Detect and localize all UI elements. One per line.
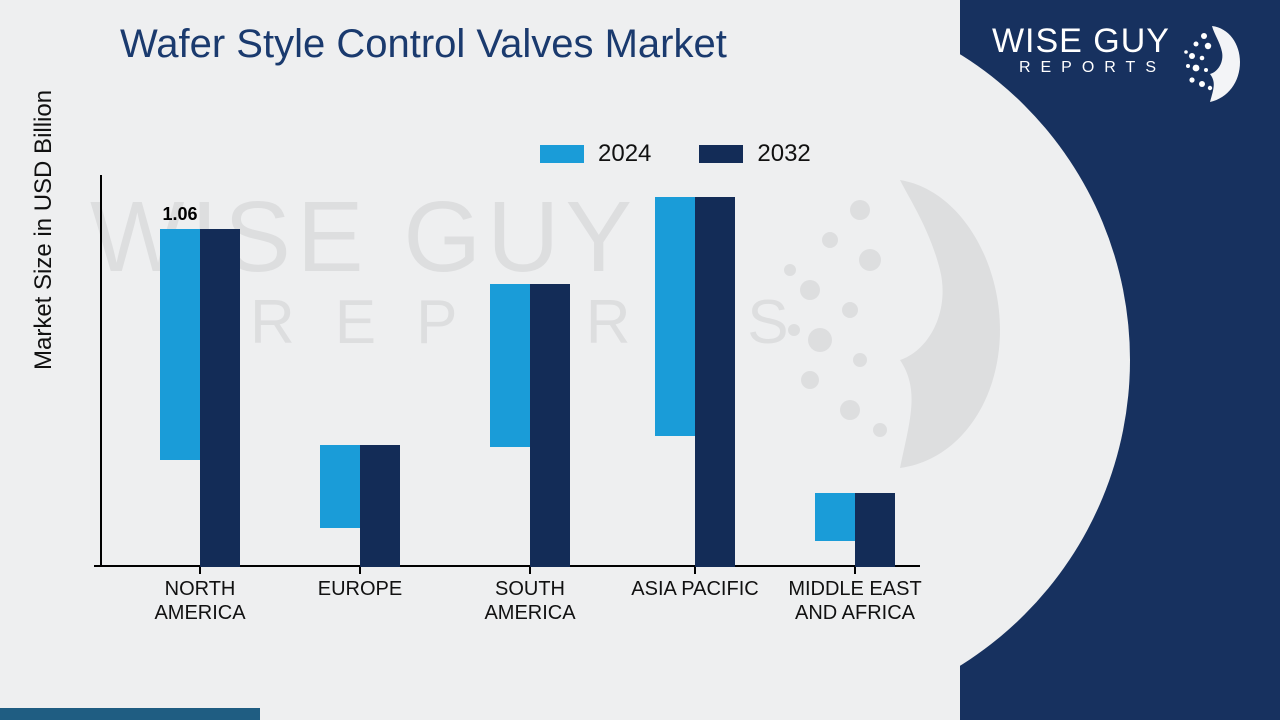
bar-group [320, 445, 400, 567]
bar-2032 [695, 197, 735, 567]
legend-swatch-2032 [699, 145, 743, 163]
bar-group: 1.06 [160, 229, 240, 567]
legend-swatch-2024 [540, 145, 584, 163]
legend-label-2032: 2032 [757, 140, 810, 168]
brand-sub: REPORTS [992, 59, 1166, 77]
accent-panel [960, 0, 1280, 720]
bottom-accent-bar [0, 708, 260, 720]
category-label: EUROPE [290, 577, 430, 601]
bar-group [655, 197, 735, 567]
bar-2032 [200, 229, 240, 567]
x-tick [359, 567, 361, 574]
legend-item-2024: 2024 [540, 140, 651, 168]
bar-2032 [360, 445, 400, 567]
bar-group [490, 284, 570, 567]
bar-value-label: 1.06 [162, 204, 197, 225]
chart-title: Wafer Style Control Valves Market [120, 22, 727, 67]
legend: 2024 2032 [540, 140, 811, 168]
bar-2032 [855, 493, 895, 567]
x-tick [529, 567, 531, 574]
bar-chart: 1.06NORTH AMERICAEUROPESOUTH AMERICAASIA… [100, 175, 920, 567]
y-axis-label: Market Size in USD Billion [30, 90, 58, 370]
brand-head-icon [1174, 22, 1244, 104]
brand-main: WISE GUY [992, 22, 1170, 61]
x-tick [199, 567, 201, 574]
category-label: MIDDLE EAST AND AFRICA [785, 577, 925, 625]
bar-2024: 1.06 [160, 229, 200, 460]
category-label: ASIA PACIFIC [625, 577, 765, 601]
legend-item-2032: 2032 [699, 140, 810, 168]
y-tick [94, 565, 100, 567]
y-axis [100, 175, 102, 567]
x-tick [854, 567, 856, 574]
category-label: NORTH AMERICA [130, 577, 270, 625]
x-tick [694, 567, 696, 574]
bar-2032 [530, 284, 570, 567]
bar-2024 [655, 197, 695, 437]
bar-2024 [490, 284, 530, 447]
category-label: SOUTH AMERICA [460, 577, 600, 625]
brand-logo: WISE GUY REPORTS [992, 22, 1246, 77]
bar-2024 [320, 445, 360, 528]
legend-label-2024: 2024 [598, 140, 651, 168]
bar-2024 [815, 493, 855, 541]
bar-group [815, 493, 895, 567]
